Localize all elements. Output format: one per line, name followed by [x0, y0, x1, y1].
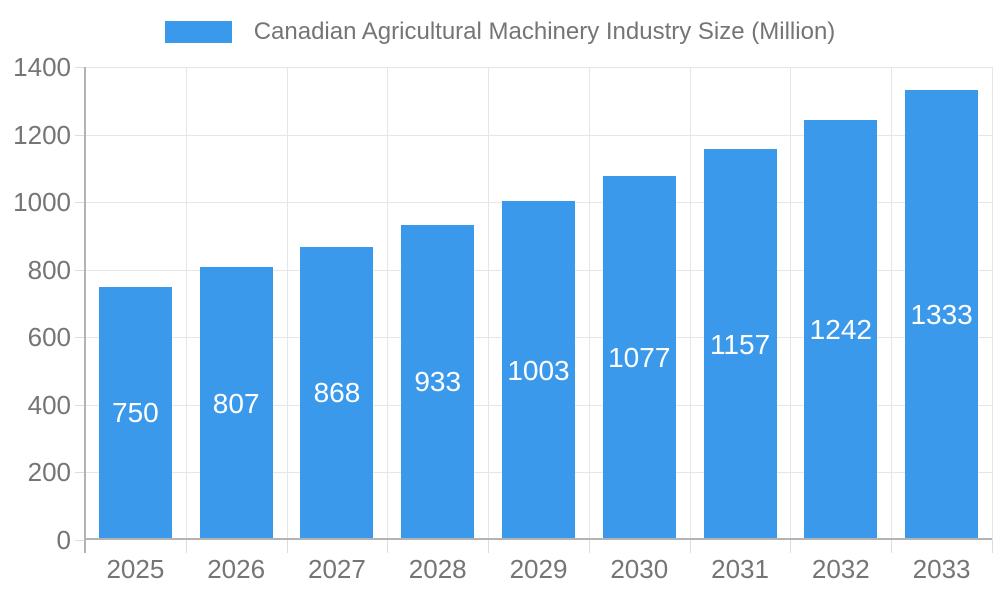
chart-title: Canadian Agricultural Machinery Industry…	[253, 18, 836, 45]
x-axis-tick	[891, 540, 893, 553]
bar-value-label: 750	[112, 397, 159, 429]
bar-2031: 1157	[703, 149, 777, 540]
bar-2033: 1333	[905, 89, 979, 540]
x-axis-label: 2028	[408, 554, 467, 584]
x-axis-label: 2026	[207, 554, 266, 584]
x-axis-tick	[790, 540, 792, 553]
y-axis-label: 1000	[13, 187, 71, 218]
x-axis-baseline	[85, 538, 992, 540]
x-axis-label: 2027	[308, 554, 366, 584]
y-gridline	[85, 134, 992, 136]
x-axis-label: 2030	[610, 554, 669, 584]
y-axis-tick	[75, 404, 85, 406]
y-axis-label: 200	[27, 457, 71, 488]
x-gridline	[992, 67, 993, 540]
chart-legend: Canadian Agricultural Machinery Industry…	[0, 18, 1000, 46]
y-axis-label: 400	[27, 389, 71, 420]
x-axis-label: 2032	[811, 554, 870, 584]
y-axis-tick	[75, 67, 85, 68]
bar-value-label: 868	[313, 377, 361, 409]
x-gridline	[286, 67, 288, 540]
x-axis-tick	[588, 540, 590, 553]
x-gridline	[488, 67, 490, 540]
x-gridline	[790, 67, 792, 540]
x-axis-tick	[286, 540, 288, 553]
x-axis-tick	[185, 540, 187, 553]
x-axis-tick	[689, 540, 691, 553]
y-axis-label: 800	[27, 254, 71, 285]
y-axis-tick	[75, 540, 85, 541]
x-gridline	[891, 67, 893, 540]
x-axis-tick	[992, 540, 993, 553]
bar-value-label: 1242	[809, 314, 872, 346]
x-axis-tick	[488, 540, 490, 553]
y-axis-tick	[75, 134, 85, 136]
bar-value-label: 1157	[709, 328, 771, 360]
bar-value-label: 807	[212, 387, 260, 419]
x-axis-label: 2031	[711, 554, 769, 584]
x-gridline	[588, 67, 590, 540]
bar-value-label: 933	[414, 366, 462, 398]
y-axis-tick	[75, 202, 85, 204]
bar-value-label: 1333	[910, 298, 973, 330]
x-gridline	[185, 67, 187, 540]
x-gridline	[387, 67, 389, 540]
y-axis-label: 1200	[13, 119, 71, 150]
y-axis-label: 1400	[13, 52, 71, 82]
bar-2026: 807	[199, 267, 273, 540]
bar-2025: 750	[98, 286, 172, 540]
bar-value-label: 1003	[507, 354, 570, 386]
bar-2029: 1003	[502, 201, 575, 540]
plot-area: 0 200 400 600 800 1000 1200 1400 2025 2026 2027 202…	[13, 52, 993, 584]
bar-2027: 868	[300, 246, 374, 540]
x-axis-tick	[387, 540, 389, 553]
y-gridline	[85, 67, 992, 68]
y-axis-label: 600	[27, 322, 71, 353]
x-axis-label: 2033	[912, 554, 971, 584]
bar-2032: 1242	[804, 120, 878, 540]
legend-swatch	[164, 21, 232, 43]
x-gridline	[689, 67, 691, 540]
y-axis-label: 0	[56, 525, 71, 555]
bar-2028: 933	[401, 224, 475, 540]
bar-value-label: 1077	[608, 342, 671, 374]
y-axis-line	[84, 67, 86, 553]
y-axis-tick	[75, 337, 85, 339]
bar-2030: 1077	[602, 176, 676, 540]
x-axis-label: 2029	[509, 554, 568, 584]
y-axis-tick	[75, 269, 85, 271]
x-axis-label: 2025	[106, 554, 165, 584]
y-axis-tick	[75, 472, 85, 474]
